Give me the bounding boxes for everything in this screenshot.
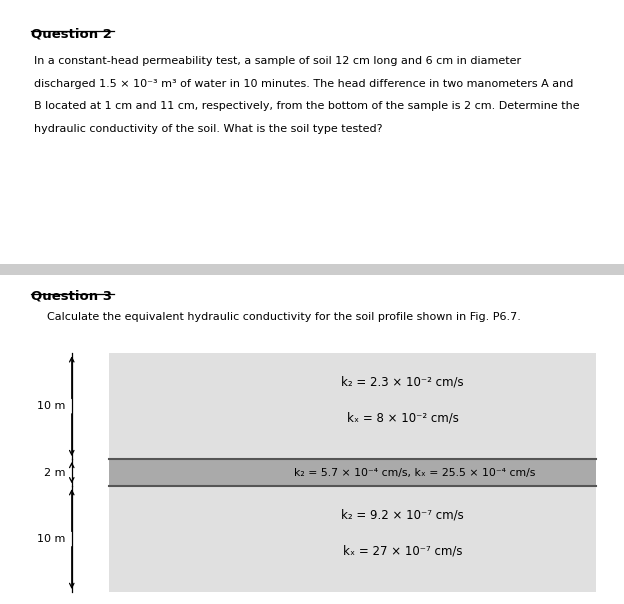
- Text: Question 2: Question 2: [31, 27, 112, 40]
- Text: 10 m: 10 m: [37, 534, 66, 544]
- Text: hydraulic conductivity of the soil. What is the soil type tested?: hydraulic conductivity of the soil. What…: [34, 124, 383, 135]
- Text: k₂ = 9.2 × 10⁻⁷ cm/s: k₂ = 9.2 × 10⁻⁷ cm/s: [341, 509, 464, 521]
- Text: 2 m: 2 m: [44, 467, 66, 478]
- Bar: [109, 459, 596, 486]
- Text: In a constant-head permeability test, a sample of soil 12 cm long and 6 cm in di: In a constant-head permeability test, a …: [34, 56, 522, 66]
- Text: B located at 1 cm and 11 cm, respectively, from the bottom of the sample is 2 cm: B located at 1 cm and 11 cm, respectivel…: [34, 101, 580, 112]
- Text: kₓ = 27 × 10⁻⁷ cm/s: kₓ = 27 × 10⁻⁷ cm/s: [343, 545, 462, 557]
- Text: k₂ = 2.3 × 10⁻² cm/s: k₂ = 2.3 × 10⁻² cm/s: [341, 376, 464, 388]
- Bar: [0, 264, 624, 275]
- Bar: [109, 353, 596, 459]
- Text: 10 m: 10 m: [37, 401, 66, 411]
- Text: discharged 1.5 × 10⁻³ m³ of water in 10 minutes. The head difference in two mano: discharged 1.5 × 10⁻³ m³ of water in 10 …: [34, 79, 573, 89]
- Text: k₂ = 5.7 × 10⁻⁴ cm/s, kₓ = 25.5 × 10⁻⁴ cm/s: k₂ = 5.7 × 10⁻⁴ cm/s, kₓ = 25.5 × 10⁻⁴ c…: [295, 467, 535, 478]
- Text: kₓ = 8 × 10⁻² cm/s: kₓ = 8 × 10⁻² cm/s: [346, 412, 459, 425]
- Bar: [109, 486, 596, 592]
- Text: Question 3: Question 3: [31, 290, 112, 303]
- Text: Calculate the equivalent hydraulic conductivity for the soil profile shown in Fi: Calculate the equivalent hydraulic condu…: [47, 312, 520, 323]
